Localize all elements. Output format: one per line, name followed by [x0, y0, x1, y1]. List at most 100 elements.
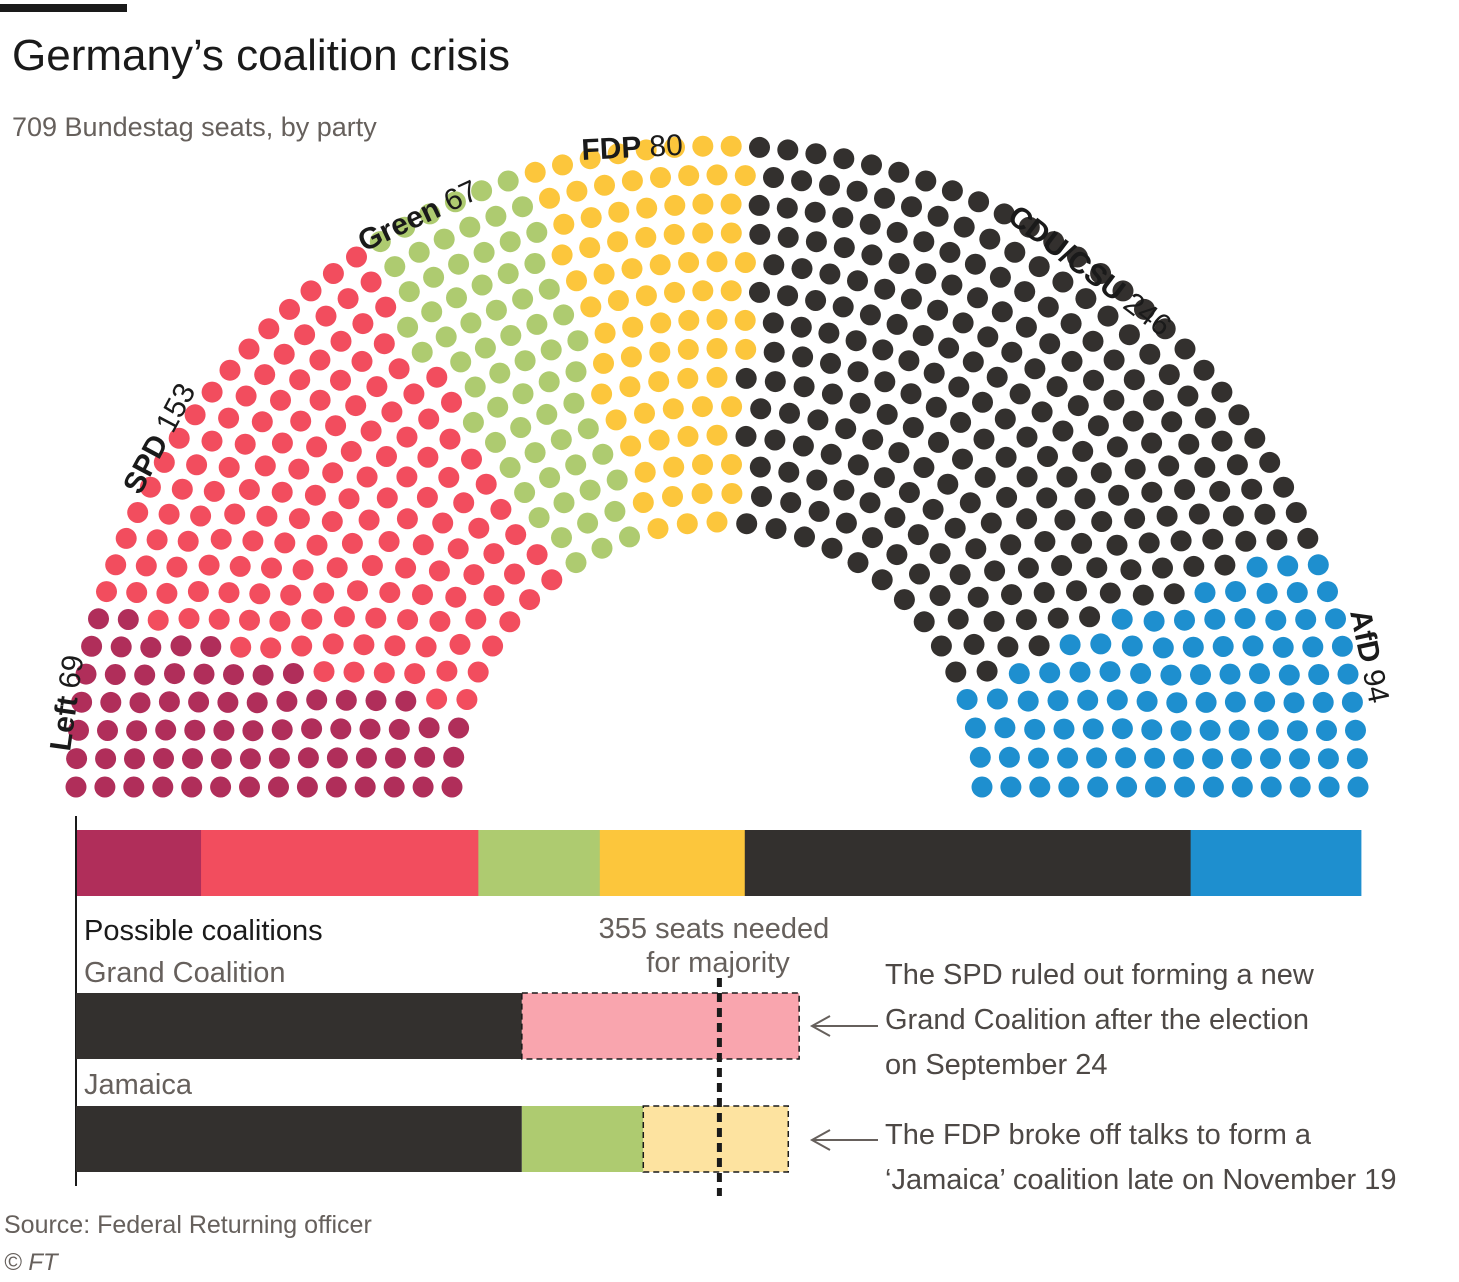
seat-spd	[290, 410, 312, 432]
seat-cdu-csu	[833, 148, 855, 170]
seat-left	[68, 719, 89, 741]
seat-left	[252, 664, 274, 686]
seat-afd	[1260, 748, 1281, 769]
seat-fdp	[580, 296, 602, 318]
seat-cdu-csu	[1099, 582, 1121, 604]
seat-cdu-csu	[1000, 534, 1022, 556]
seat-spd	[341, 532, 363, 554]
seat-fdp	[663, 456, 685, 478]
seat-afd	[1234, 608, 1256, 629]
seat-left	[94, 776, 116, 798]
seat-cdu-csu	[792, 435, 814, 457]
majority-label-line-1: 355 seats needed	[599, 913, 830, 945]
seat-spd	[465, 608, 487, 630]
seat-cdu-csu	[1228, 404, 1250, 426]
majority-label: 355 seats needed for majority	[599, 913, 838, 979]
seat-green	[485, 205, 507, 227]
seat-afd	[1317, 581, 1338, 603]
seat-green	[553, 492, 575, 514]
seat-cdu-csu	[805, 231, 827, 253]
arrow-jamaica	[809, 1129, 878, 1151]
seat-afd	[1316, 720, 1337, 741]
seat-cdu-csu	[997, 636, 1019, 658]
seat-cdu-csu	[953, 216, 975, 238]
seat-afd	[1286, 582, 1308, 603]
seat-cdu-csu	[1046, 376, 1068, 398]
seat-fdp	[621, 170, 643, 192]
svg-text:AfD94: AfD94	[1343, 607, 1395, 706]
seat-afd	[1318, 776, 1340, 798]
seat-cdu-csu	[874, 187, 895, 209]
seat-afd	[1059, 634, 1081, 656]
seat-green	[487, 396, 509, 418]
seat-cdu-csu	[1194, 407, 1216, 429]
seat-spd	[381, 401, 403, 423]
seat-cdu-csu	[833, 237, 855, 259]
seat-afd	[1204, 608, 1226, 630]
source-note: Source: Federal Returning officer	[4, 1211, 372, 1239]
seat-afd	[1249, 663, 1270, 685]
seat-spd	[190, 505, 212, 527]
seat-cdu-csu	[1266, 529, 1288, 551]
seat-cdu-csu	[1090, 263, 1112, 284]
seat-spd	[351, 350, 373, 372]
seat-afd	[1174, 776, 1195, 798]
seat-spd	[326, 557, 348, 579]
seat-spd	[242, 530, 264, 552]
seat-left	[276, 690, 298, 712]
seat-green	[619, 526, 640, 548]
seat-green	[604, 500, 626, 522]
seat-spd	[147, 609, 169, 631]
seat-cdu-csu	[964, 253, 986, 275]
seat-cdu-csu	[1139, 343, 1161, 365]
seat-cdu-csu	[1047, 607, 1069, 629]
seat-afd	[1077, 689, 1099, 711]
seat-afd	[1047, 690, 1069, 712]
seat-left	[110, 636, 132, 658]
jamaica-note-line-1: The FDP broke off talks to form a	[885, 1119, 1312, 1151]
seat-cdu-csu	[1036, 487, 1058, 509]
seat-afd	[1090, 633, 1112, 655]
seat-spd	[158, 503, 180, 525]
seat-cdu-csu	[806, 469, 828, 491]
seat-afd	[1008, 663, 1030, 685]
seat-cdu-csu	[1174, 338, 1196, 360]
seat-cdu-csu	[861, 154, 882, 176]
seat-cdu-csu	[1211, 381, 1233, 403]
seat-fdp	[706, 251, 728, 273]
seat-spd	[526, 544, 548, 566]
seat-spd	[428, 560, 450, 582]
label-afd-name: AfD	[1343, 607, 1386, 666]
seat-left	[268, 776, 289, 798]
seat-fdp	[622, 316, 644, 338]
seat-spd	[461, 448, 482, 470]
coalition-bars	[76, 992, 800, 1173]
seat-afd	[1257, 719, 1279, 741]
seat-spd	[429, 610, 451, 632]
seat-spd	[456, 689, 478, 710]
seat-green	[563, 392, 585, 414]
seat-spd	[412, 584, 433, 606]
seat-green	[524, 442, 546, 464]
seat-spd	[218, 582, 240, 604]
seat-green	[419, 203, 441, 225]
title-rule	[0, 4, 127, 12]
seat-left	[412, 776, 434, 798]
seat-cdu-csu	[884, 507, 906, 529]
seat-cdu-csu	[1016, 508, 1038, 530]
seat-spd	[417, 446, 439, 468]
label-afd-seats: 94	[1356, 667, 1395, 707]
seat-cdu-csu	[1170, 530, 1192, 552]
seat-spd	[541, 569, 563, 591]
seat-fdp	[692, 280, 714, 302]
seat-cdu-csu	[735, 367, 757, 389]
seat-left	[418, 717, 440, 739]
seat-cdu-csu	[1097, 305, 1119, 327]
seat-spd	[322, 462, 344, 484]
seat-spd	[375, 296, 397, 318]
seat-spd	[330, 330, 352, 352]
seat-spd	[373, 662, 395, 684]
seat-fdp	[706, 309, 728, 330]
seat-left	[158, 691, 180, 713]
